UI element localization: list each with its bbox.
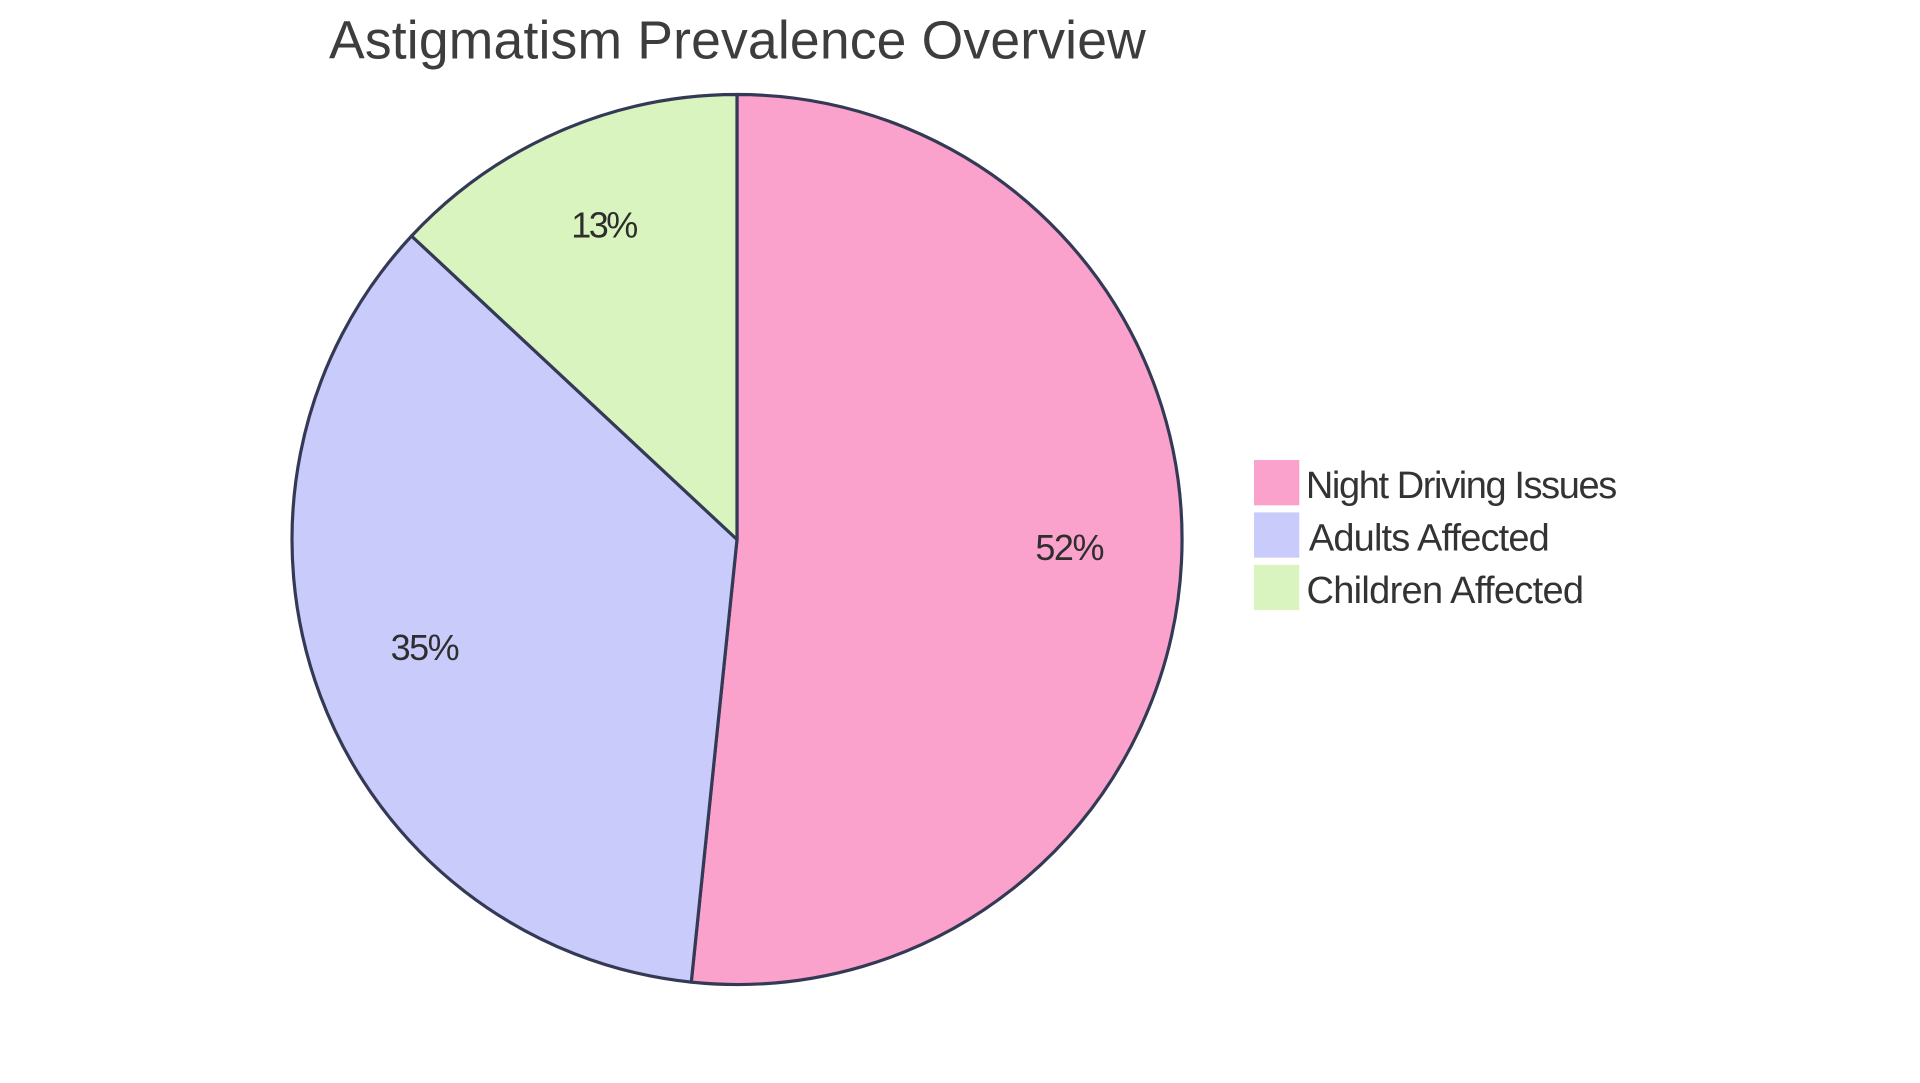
svg-text:13%: 13% — [571, 205, 637, 246]
svg-text:Night Driving Issues: Night Driving Issues — [1306, 465, 1616, 507]
svg-text:Astigmatism Prevalence Overvie: Astigmatism Prevalence Overview — [329, 11, 1146, 70]
svg-text:52%: 52% — [1035, 527, 1103, 568]
svg-text:Children Affected: Children Affected — [1307, 570, 1584, 612]
svg-text:35%: 35% — [391, 627, 459, 668]
svg-text:Adults Affected: Adults Affected — [1309, 518, 1549, 560]
